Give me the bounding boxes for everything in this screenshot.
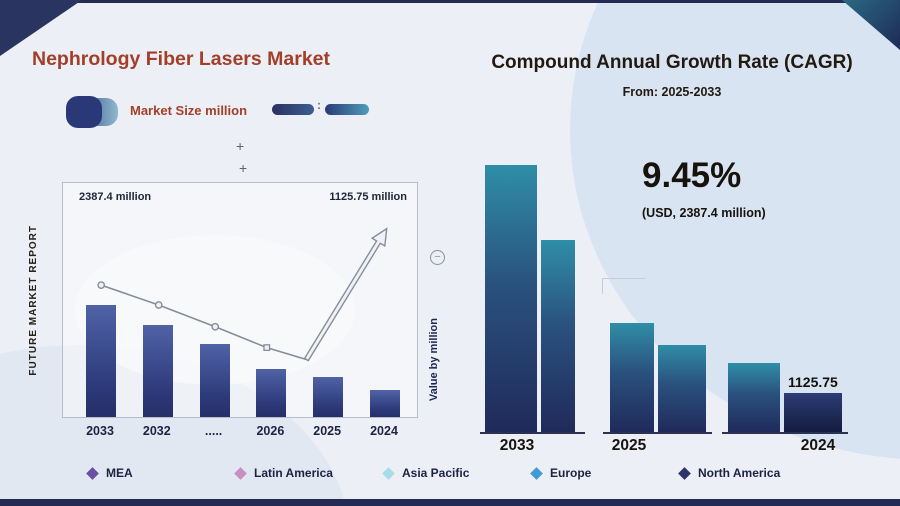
trend-marker-square	[263, 344, 271, 352]
cagr-bar-2033-series-2	[541, 240, 575, 432]
cagr-subtitle: From: 2025-2033	[622, 85, 722, 99]
legend-item-europe: Europe	[530, 466, 680, 480]
value-1125-top: 1125.75 million	[329, 191, 407, 203]
cagr-bar-2024-series-1	[728, 363, 780, 432]
cagr-percentage: 9.45%	[642, 156, 742, 195]
pill-separator: :	[317, 98, 321, 112]
legend-item-asia-pacific: Asia Pacific	[382, 466, 532, 480]
cagr-usd-detail: (USD, 2387.4 million)	[642, 206, 766, 220]
cagr-bar-2025-series-2	[658, 345, 706, 432]
market-x-label: 2025	[313, 424, 342, 438]
legend-label: North America	[698, 466, 781, 480]
cagr-baseline-segment	[722, 432, 848, 434]
trend-marker-circle	[97, 281, 106, 289]
trend-marker-circle	[154, 301, 163, 309]
left-chart-title: Nephrology Fiber Lasers Market	[32, 48, 331, 70]
market-bar-2033	[86, 305, 116, 417]
legend-diamond-icon	[86, 466, 99, 480]
legend-pill-navy	[272, 104, 314, 115]
legend-pill-gradient	[325, 104, 369, 115]
cagr-baseline-segment	[480, 432, 585, 434]
legend-item-mea: MEA	[86, 466, 236, 480]
market-x-label: 2026	[256, 424, 285, 438]
market-bar-2032	[142, 325, 173, 417]
future-market-report-text: FUTURE MARKET REPORT	[28, 224, 39, 376]
value-axis-label: Value by million	[428, 295, 440, 425]
legend-label: Latin America	[254, 466, 333, 480]
cagr-year-label: 2025	[611, 437, 647, 454]
legend-label: MEA	[106, 466, 133, 480]
plus-icon: +	[239, 160, 248, 176]
market-size-chart: 2387.4 million 1125.75 million	[62, 182, 418, 418]
minus-circle-icon: −	[430, 250, 445, 265]
market-x-labels: 2033 2032..... 2026 2025 2024	[0, 424, 900, 444]
market-x-label: 2032	[142, 424, 171, 438]
bottom-legend: MEA Latin America Asia Pacific Europe North …	[86, 466, 828, 480]
cagr-baseline-segment	[603, 432, 712, 434]
value-axis-text: Value by million	[428, 318, 440, 402]
legend-diamond-icon	[678, 466, 691, 480]
step-line-decoration	[602, 278, 646, 294]
cagr-header: Compound Annual Growth Rate (CAGR) From:…	[452, 52, 892, 99]
top-border-strip	[0, 0, 900, 3]
cagr-bar-2024-series-2	[784, 393, 842, 432]
market-bar-.....	[199, 344, 230, 417]
market-size-disc-icon	[66, 96, 120, 128]
cagr-title: Compound Annual Growth Rate (CAGR)	[491, 52, 853, 73]
cagr-year-label: 2024	[800, 437, 836, 454]
legend-item-latin-america: Latin America	[234, 466, 384, 480]
market-x-label: .....	[204, 424, 223, 438]
growth-arrow-icon	[303, 227, 388, 362]
value-2387: 2387.4 million	[79, 191, 152, 203]
legend-diamond-icon	[530, 466, 543, 480]
legend-diamond-icon	[382, 466, 395, 480]
future-market-report-label: FUTURE MARKET REPORT	[28, 182, 39, 418]
market-bar-2026	[256, 369, 287, 417]
market-x-label: 2033	[86, 424, 114, 438]
legend-diamond-icon	[234, 466, 247, 480]
cagr-bar-2025-series-1	[610, 323, 654, 432]
legend-label: Asia Pacific	[402, 466, 470, 480]
trend-line-svg	[97, 227, 388, 362]
market-bar-2025	[313, 377, 344, 417]
cagr-bar-2033-series-1	[485, 165, 537, 432]
legend-label: Europe	[550, 466, 592, 480]
plus-icon: +	[236, 138, 245, 154]
legend-item-north-america: North America	[678, 466, 828, 480]
market-bar-2024	[370, 390, 400, 417]
annotation-1125: 1125.75	[788, 374, 838, 390]
trend-marker-circle	[211, 322, 220, 331]
cagr-year-label: 2033	[499, 437, 535, 454]
market-x-label: 2024	[370, 424, 398, 438]
market-bars-layer	[63, 183, 417, 417]
bottom-border-strip	[0, 499, 900, 506]
disc-front-shape	[66, 96, 102, 128]
market-size-label: Market Size million	[130, 103, 248, 118]
